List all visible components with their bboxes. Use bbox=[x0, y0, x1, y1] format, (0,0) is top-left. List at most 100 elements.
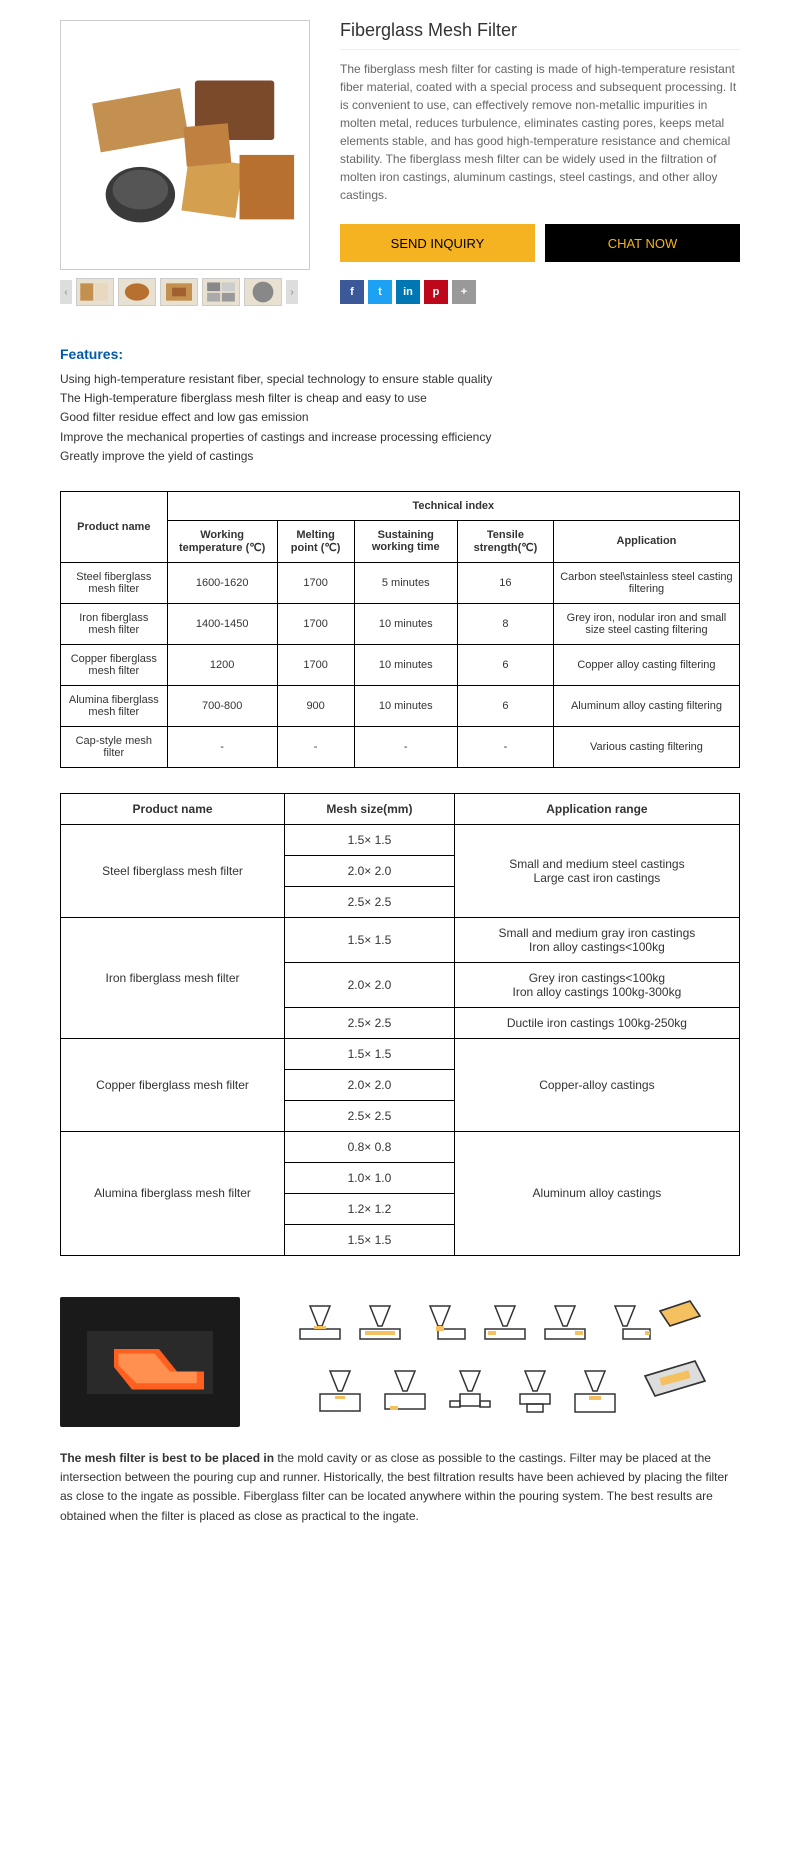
th-product: Product name bbox=[61, 491, 168, 562]
linkedin-icon[interactable]: in bbox=[396, 280, 420, 304]
table-cell: 0.8× 0.8 bbox=[285, 1131, 455, 1162]
table-cell: 700-800 bbox=[167, 685, 277, 726]
social-share-row: f t in p + bbox=[340, 280, 740, 304]
thumbnail-1[interactable] bbox=[76, 278, 114, 306]
table-cell: Small and medium steel castings Large ca… bbox=[454, 824, 739, 917]
table-cell: 1.5× 1.5 bbox=[285, 1224, 455, 1255]
features-list: Using high-temperature resistant fiber, … bbox=[60, 370, 740, 466]
thumb-next[interactable]: › bbox=[286, 280, 298, 304]
table-cell: 2.0× 2.0 bbox=[285, 962, 455, 1007]
table-cell: 1700 bbox=[277, 603, 354, 644]
table-cell: 1.5× 1.5 bbox=[285, 917, 455, 962]
table-cell: Copper alloy casting filtering bbox=[553, 644, 739, 685]
table-row: Iron fiberglass mesh filter1400-14501700… bbox=[61, 603, 740, 644]
table-cell: Various casting filtering bbox=[553, 726, 739, 767]
th-tensile: Tensile strength(℃) bbox=[457, 520, 553, 562]
table-cell: Grey iron castings<100kg Iron alloy cast… bbox=[454, 962, 739, 1007]
table-cell: 10 minutes bbox=[354, 603, 457, 644]
table-cell: 5 minutes bbox=[354, 562, 457, 603]
table-cell: 2.5× 2.5 bbox=[285, 1100, 455, 1131]
pinterest-icon[interactable]: p bbox=[424, 280, 448, 304]
table-cell: - bbox=[354, 726, 457, 767]
table-cell: Grey iron, nodular iron and small size s… bbox=[553, 603, 739, 644]
table-cell: 1700 bbox=[277, 562, 354, 603]
table-cell: 6 bbox=[457, 644, 553, 685]
thumbnail-3[interactable] bbox=[160, 278, 198, 306]
th-working: Working temperature (℃) bbox=[167, 520, 277, 562]
table-cell: Aluminum alloy casting filtering bbox=[553, 685, 739, 726]
table-cell: Iron fiberglass mesh filter bbox=[61, 917, 285, 1038]
table-cell: Aluminum alloy castings bbox=[454, 1131, 739, 1255]
placement-bold: The mesh filter is best to be placed in bbox=[60, 1451, 274, 1465]
table-cell: 1200 bbox=[167, 644, 277, 685]
mesh-size-table: Product name Mesh size(mm) Application r… bbox=[60, 793, 740, 1256]
table-row: Cap-style mesh filter----Various casting… bbox=[61, 726, 740, 767]
table-cell: 16 bbox=[457, 562, 553, 603]
product-description: The fiberglass mesh filter for casting i… bbox=[340, 60, 740, 204]
product-info: Fiberglass Mesh Filter The fiberglass me… bbox=[340, 20, 740, 306]
table-row: Steel fiberglass mesh filter1.5× 1.5Smal… bbox=[61, 824, 740, 855]
table-cell: 6 bbox=[457, 685, 553, 726]
feature-item: Using high-temperature resistant fiber, … bbox=[60, 370, 740, 389]
thumbnail-5[interactable] bbox=[244, 278, 282, 306]
table-cell: 2.0× 2.0 bbox=[285, 855, 455, 886]
th-mesh: Mesh size(mm) bbox=[285, 793, 455, 824]
table-cell: 10 minutes bbox=[354, 685, 457, 726]
table-cell: 1.2× 1.2 bbox=[285, 1193, 455, 1224]
table-cell: 1.5× 1.5 bbox=[285, 1038, 455, 1069]
th-product2: Product name bbox=[61, 793, 285, 824]
placement-text: The mesh filter is best to be placed in … bbox=[60, 1449, 740, 1526]
th-melting: Melting point (℃) bbox=[277, 520, 354, 562]
table-cell: Carbon steel\stainless steel casting fil… bbox=[553, 562, 739, 603]
table-cell: Iron fiberglass mesh filter bbox=[61, 603, 168, 644]
thumbnail-row: ‹ › bbox=[60, 278, 310, 306]
product-gallery: ‹ › bbox=[60, 20, 310, 306]
th-sustaining: Sustaining working time bbox=[354, 520, 457, 562]
table-cell: 2.0× 2.0 bbox=[285, 1069, 455, 1100]
table-row: Iron fiberglass mesh filter1.5× 1.5Small… bbox=[61, 917, 740, 962]
product-header: ‹ › Fiberglass Mesh Filter The fiberglas… bbox=[60, 20, 740, 306]
share-more-icon[interactable]: + bbox=[452, 280, 476, 304]
table-cell: 1400-1450 bbox=[167, 603, 277, 644]
feature-item: Greatly improve the yield of castings bbox=[60, 447, 740, 466]
table-cell: 10 minutes bbox=[354, 644, 457, 685]
thumbnail-4[interactable] bbox=[202, 278, 240, 306]
twitter-icon[interactable]: t bbox=[368, 280, 392, 304]
table-cell: - bbox=[457, 726, 553, 767]
table-cell: Copper fiberglass mesh filter bbox=[61, 1038, 285, 1131]
feature-item: Good filter residue effect and low gas e… bbox=[60, 408, 740, 427]
table-cell: 2.5× 2.5 bbox=[285, 886, 455, 917]
casting-photo bbox=[60, 1297, 240, 1427]
table-cell: 1.5× 1.5 bbox=[285, 824, 455, 855]
table-row: Copper fiberglass mesh filter1.5× 1.5Cop… bbox=[61, 1038, 740, 1069]
product-title: Fiberglass Mesh Filter bbox=[340, 20, 740, 50]
table-cell: Cap-style mesh filter bbox=[61, 726, 168, 767]
features-heading: Features: bbox=[60, 346, 740, 362]
table-cell: Alumina fiberglass mesh filter bbox=[61, 1131, 285, 1255]
table-cell: Copper-alloy castings bbox=[454, 1038, 739, 1131]
table-row: Alumina fiberglass mesh filter0.8× 0.8Al… bbox=[61, 1131, 740, 1162]
placement-images bbox=[60, 1296, 740, 1429]
table-cell: Alumina fiberglass mesh filter bbox=[61, 685, 168, 726]
facebook-icon[interactable]: f bbox=[340, 280, 364, 304]
table-cell: 8 bbox=[457, 603, 553, 644]
filter-placement-diagrams bbox=[260, 1296, 740, 1429]
th-technical: Technical index bbox=[167, 491, 739, 520]
table-cell: - bbox=[167, 726, 277, 767]
button-row: SEND INQUIRY CHAT NOW bbox=[340, 224, 740, 262]
table-cell: Steel fiberglass mesh filter bbox=[61, 824, 285, 917]
table-cell: Steel fiberglass mesh filter bbox=[61, 562, 168, 603]
chat-now-button[interactable]: CHAT NOW bbox=[545, 224, 740, 262]
table-cell: Small and medium gray iron castings Iron… bbox=[454, 917, 739, 962]
table-row: Steel fiberglass mesh filter1600-1620170… bbox=[61, 562, 740, 603]
th-range: Application range bbox=[454, 793, 739, 824]
main-product-image[interactable] bbox=[60, 20, 310, 270]
send-inquiry-button[interactable]: SEND INQUIRY bbox=[340, 224, 535, 262]
table-cell: Copper fiberglass mesh filter bbox=[61, 644, 168, 685]
feature-item: The High-temperature fiberglass mesh fil… bbox=[60, 389, 740, 408]
table-row: Copper fiberglass mesh filter1200170010 … bbox=[61, 644, 740, 685]
thumbnail-2[interactable] bbox=[118, 278, 156, 306]
thumb-prev[interactable]: ‹ bbox=[60, 280, 72, 304]
table-cell: 2.5× 2.5 bbox=[285, 1007, 455, 1038]
table-cell: - bbox=[277, 726, 354, 767]
